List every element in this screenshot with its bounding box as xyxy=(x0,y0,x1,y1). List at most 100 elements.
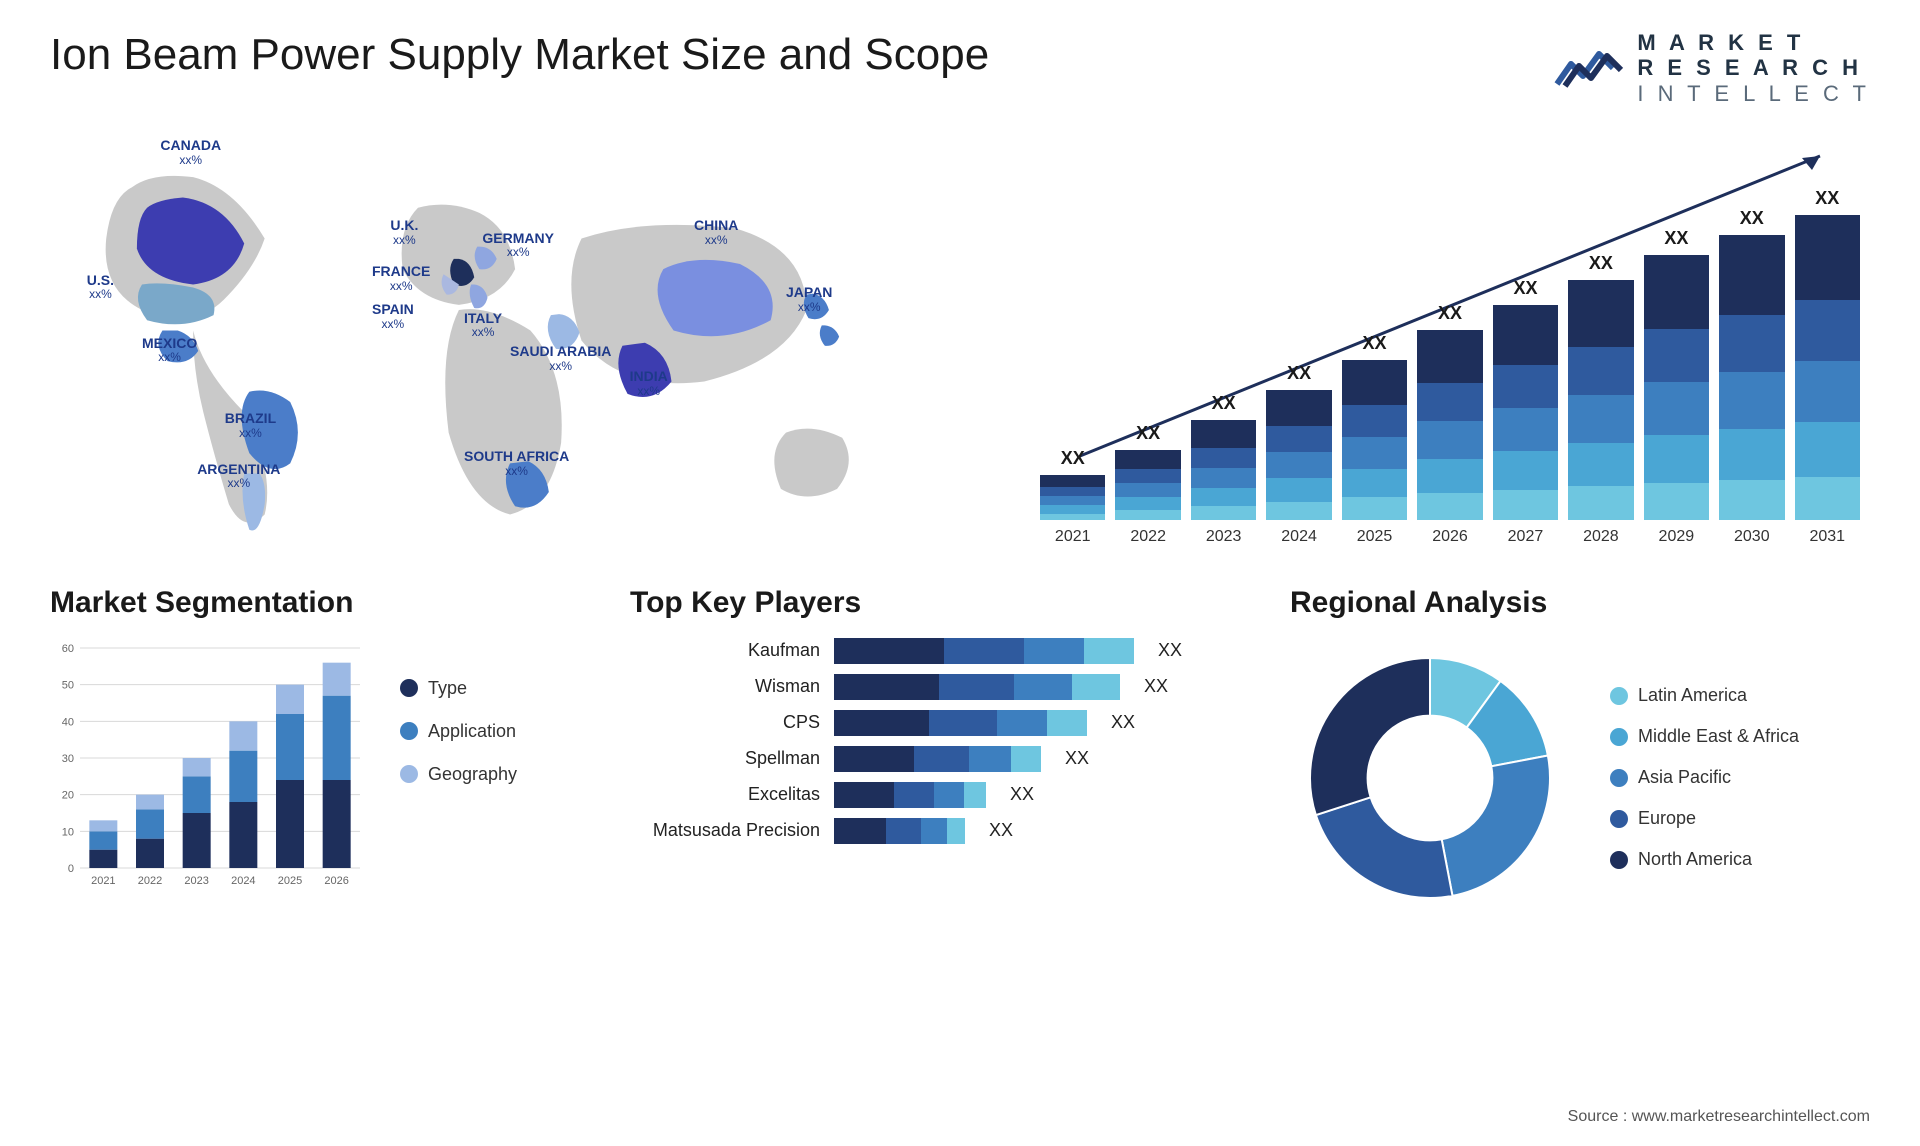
page-title: Ion Beam Power Supply Market Size and Sc… xyxy=(50,30,989,80)
growth-bar: XX 2029 xyxy=(1644,228,1709,546)
growth-bar-year: 2024 xyxy=(1281,528,1317,546)
map-label: BRAZILxx% xyxy=(225,411,276,440)
logo-line-2: R E S E A R C H xyxy=(1637,55,1870,80)
regional-title: Regional Analysis xyxy=(1290,586,1870,620)
player-name: Matsusada Precision xyxy=(630,820,820,841)
header: Ion Beam Power Supply Market Size and Sc… xyxy=(50,30,1870,106)
svg-text:20: 20 xyxy=(62,790,74,802)
player-name: Wisman xyxy=(630,676,820,697)
growth-bar-value: XX xyxy=(1212,393,1236,414)
growth-bar: XX 2021 xyxy=(1040,448,1105,546)
map-label: SPAINxx% xyxy=(372,302,414,331)
source-text: Source : www.marketresearchintellect.com xyxy=(1568,1108,1870,1126)
growth-bar: XX 2028 xyxy=(1568,253,1633,546)
growth-bar-value: XX xyxy=(1438,303,1462,324)
player-name: Kaufman xyxy=(630,640,820,661)
player-row: KaufmanXX xyxy=(630,638,1250,664)
growth-bar-value: XX xyxy=(1740,208,1764,229)
players-panel: Top Key Players KaufmanXXWismanXXCPSXXSp… xyxy=(630,586,1250,854)
growth-bar: XX 2030 xyxy=(1719,208,1784,546)
svg-text:40: 40 xyxy=(62,716,74,728)
svg-text:30: 30 xyxy=(62,753,74,765)
svg-text:0: 0 xyxy=(68,863,74,875)
legend-item: North America xyxy=(1610,849,1799,870)
segmentation-chart: 0102030405060202120222023202420252026 xyxy=(50,638,370,898)
growth-bar: XX 2022 xyxy=(1115,423,1180,546)
growth-bar-year: 2031 xyxy=(1809,528,1845,546)
map-label: FRANCExx% xyxy=(372,264,430,293)
map-label: ARGENTINAxx% xyxy=(197,462,280,491)
segmentation-legend: Type Application Geography xyxy=(400,638,517,898)
player-value: XX xyxy=(989,820,1013,841)
growth-bar-year: 2026 xyxy=(1432,528,1468,546)
logo-line-3: I N T E L L E C T xyxy=(1637,81,1870,106)
logo-line-1: M A R K E T xyxy=(1637,30,1870,55)
growth-bar-value: XX xyxy=(1589,253,1613,274)
growth-bar-value: XX xyxy=(1136,423,1160,444)
growth-bar-year: 2025 xyxy=(1357,528,1393,546)
svg-text:2023: 2023 xyxy=(184,875,208,887)
legend-item: Asia Pacific xyxy=(1610,767,1799,788)
map-label: U.S.xx% xyxy=(87,273,114,302)
growth-bar-value: XX xyxy=(1513,278,1537,299)
map-label: CHINAxx% xyxy=(694,218,738,247)
growth-bar-year: 2030 xyxy=(1734,528,1770,546)
map-label: SOUTH AFRICAxx% xyxy=(464,449,569,478)
map-label: U.K.xx% xyxy=(390,218,418,247)
growth-bar-value: XX xyxy=(1061,448,1085,469)
player-row: Matsusada Precision XX xyxy=(630,818,1250,844)
map-label: CANADAxx% xyxy=(160,138,221,167)
growth-bar: XX2027 xyxy=(1493,278,1558,546)
player-name: CPS xyxy=(630,712,820,733)
player-row: Spellman XX xyxy=(630,746,1250,772)
legend-item: Application xyxy=(400,721,517,742)
svg-text:2022: 2022 xyxy=(138,875,162,887)
bottom-row: Market Segmentation 0 10 20 30 40 50 60 2021 202… xyxy=(50,586,1870,918)
donut-slice xyxy=(1316,797,1453,898)
growth-bar: XX 2024 xyxy=(1266,363,1331,546)
svg-text:2021: 2021 xyxy=(91,875,115,887)
growth-bar-year: 2022 xyxy=(1130,528,1166,546)
legend-item: Geography xyxy=(400,764,517,785)
svg-text:50: 50 xyxy=(62,680,74,692)
world-map-panel: CANADAxx% U.S.xx% MEXICOxx% BRAZILxx% ARGENT… xyxy=(50,126,970,546)
svg-text:10: 10 xyxy=(62,826,74,838)
player-value: XX xyxy=(1144,676,1168,697)
donut-slice xyxy=(1310,658,1430,815)
growth-bar: XX 2031 xyxy=(1795,188,1860,546)
player-value: XX xyxy=(1111,712,1135,733)
player-value: XX xyxy=(1065,748,1089,769)
player-name: Excelitas xyxy=(630,784,820,805)
legend-item: Middle East & Africa xyxy=(1610,726,1799,747)
players-chart: KaufmanXXWismanXXCPSXXSpellmanXXExcelita… xyxy=(630,638,1250,844)
growth-bar-value: XX xyxy=(1815,188,1839,209)
growth-bar-value: XX xyxy=(1664,228,1688,249)
map-label: INDIAxx% xyxy=(630,369,668,398)
player-name: Spellman xyxy=(630,748,820,769)
legend-item: Latin America xyxy=(1610,685,1799,706)
growth-bar: XX 2025 xyxy=(1342,333,1407,546)
svg-text:2025: 2025 xyxy=(278,875,302,887)
segmentation-title: Market Segmentation xyxy=(50,586,590,620)
growth-bar-year: 2021 xyxy=(1055,528,1091,546)
growth-bar-year: 2028 xyxy=(1583,528,1619,546)
player-row: CPS XX xyxy=(630,710,1250,736)
legend-item: Europe xyxy=(1610,808,1799,829)
segmentation-panel: Market Segmentation 0 10 20 30 40 50 60 2021 202… xyxy=(50,586,590,898)
growth-bar: XX 2026 xyxy=(1417,303,1482,546)
growth-bar-value: XX xyxy=(1363,333,1387,354)
brand-logo: M A R K E T R E S E A R C H I N T E L L … xyxy=(1553,30,1870,106)
growth-chart-panel: XX2021XX2022XX2023XX2024XX2025XX2026XX20… xyxy=(1030,126,1870,546)
logo-icon xyxy=(1553,40,1625,96)
donut-slice xyxy=(1442,755,1550,895)
regional-panel: Regional Analysis Latin America Middle Ea… xyxy=(1290,586,1870,918)
legend-item: Type xyxy=(400,678,517,699)
growth-bar-value: XX xyxy=(1287,363,1311,384)
svg-text:60: 60 xyxy=(62,643,74,655)
map-label: MEXICOxx% xyxy=(142,336,197,365)
growth-bar-year: 2029 xyxy=(1659,528,1695,546)
svg-text:2024: 2024 xyxy=(231,875,255,887)
players-title: Top Key Players xyxy=(630,586,1250,620)
map-label: GERMANYxx% xyxy=(482,231,554,260)
regional-donut xyxy=(1290,638,1570,918)
